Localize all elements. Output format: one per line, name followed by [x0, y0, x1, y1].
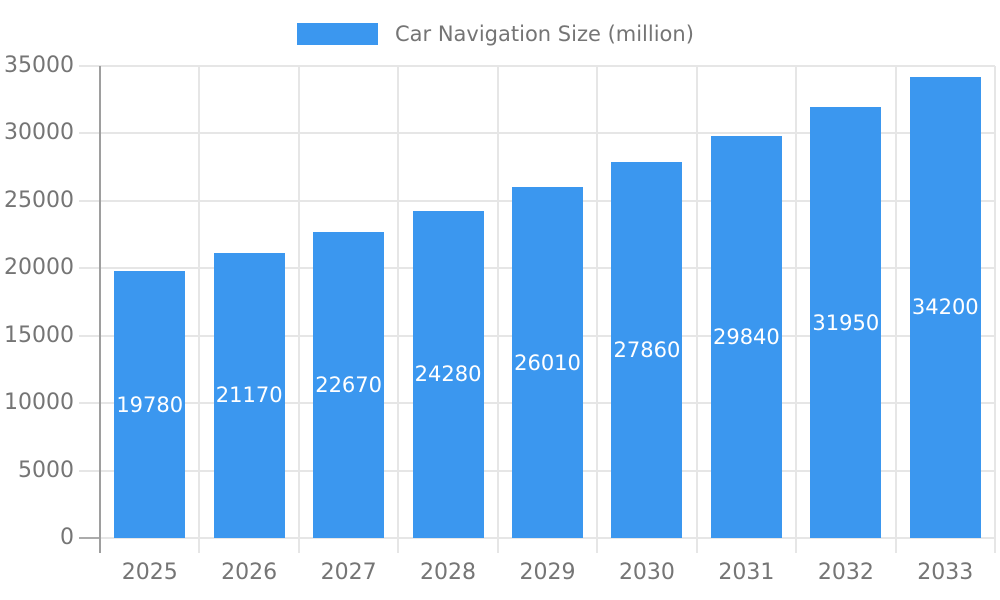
y-axis-tick — [79, 469, 100, 472]
bar-value-label: 27860 — [613, 338, 681, 363]
bar[interactable]: 29840 — [710, 135, 782, 538]
y-axis-tick — [79, 132, 100, 135]
y-axis-label: 15000 — [4, 322, 74, 348]
bar-value-label: 19780 — [116, 392, 184, 417]
gridline — [100, 65, 995, 67]
x-axis-label: 2029 — [519, 560, 576, 585]
bar-value-label: 34200 — [911, 295, 979, 320]
y-axis-label: 10000 — [4, 390, 74, 416]
x-axis-label: 2031 — [718, 560, 775, 585]
category-separator-gridline — [397, 66, 400, 553]
chart-legend[interactable]: Car Navigation Size (million) — [297, 22, 694, 46]
x-axis-label: 2030 — [618, 560, 675, 585]
y-axis-label: 30000 — [4, 120, 74, 146]
y-axis-label: 25000 — [4, 187, 74, 213]
category-separator-gridline — [695, 66, 698, 553]
category-separator-gridline — [496, 66, 499, 553]
bar[interactable]: 34200 — [909, 76, 981, 538]
bar[interactable]: 31950 — [810, 107, 882, 538]
x-axis-label: 2033 — [917, 560, 974, 585]
bar-value-label: 24280 — [414, 362, 482, 387]
x-axis-label: 2028 — [420, 560, 477, 585]
bar[interactable]: 27860 — [611, 162, 683, 538]
bar-value-label: 26010 — [514, 350, 581, 375]
y-axis-line — [99, 66, 101, 553]
bar-value-label: 31950 — [812, 310, 880, 335]
x-axis-label: 2025 — [121, 560, 178, 585]
bar[interactable]: 19780 — [114, 271, 186, 538]
y-axis-label: 0 — [60, 525, 74, 550]
y-axis-tick — [79, 267, 100, 270]
legend-swatch — [297, 23, 378, 45]
bar[interactable]: 26010 — [512, 187, 583, 538]
y-axis-tick — [79, 402, 100, 405]
bar-value-label: 22670 — [315, 373, 383, 398]
gridline — [100, 132, 995, 135]
legend-label: Car Navigation Size (million) — [395, 22, 694, 46]
bar[interactable]: 21170 — [213, 252, 285, 538]
category-separator-gridline — [894, 66, 897, 553]
y-axis-tick — [79, 65, 100, 67]
category-separator-gridline — [795, 66, 798, 553]
y-axis-label: 5000 — [18, 457, 74, 483]
y-axis-label: 35000 — [4, 53, 74, 78]
y-axis-tick — [79, 334, 100, 337]
bar-value-label: 29840 — [712, 324, 780, 349]
x-axis-label: 2027 — [320, 560, 377, 585]
category-separator-gridline — [596, 66, 599, 553]
gridline — [100, 537, 995, 539]
category-separator-gridline — [994, 66, 996, 553]
bar[interactable]: 22670 — [313, 232, 385, 538]
x-axis-label: 2026 — [221, 560, 278, 585]
x-axis-label: 2032 — [817, 560, 874, 585]
y-axis-tick — [79, 199, 100, 202]
bar-value-label: 21170 — [215, 383, 283, 408]
category-separator-gridline — [198, 66, 201, 553]
bar[interactable]: 24280 — [412, 210, 484, 538]
y-axis-tick — [79, 537, 100, 539]
category-separator-gridline — [297, 66, 300, 553]
y-axis-label: 20000 — [4, 255, 74, 281]
